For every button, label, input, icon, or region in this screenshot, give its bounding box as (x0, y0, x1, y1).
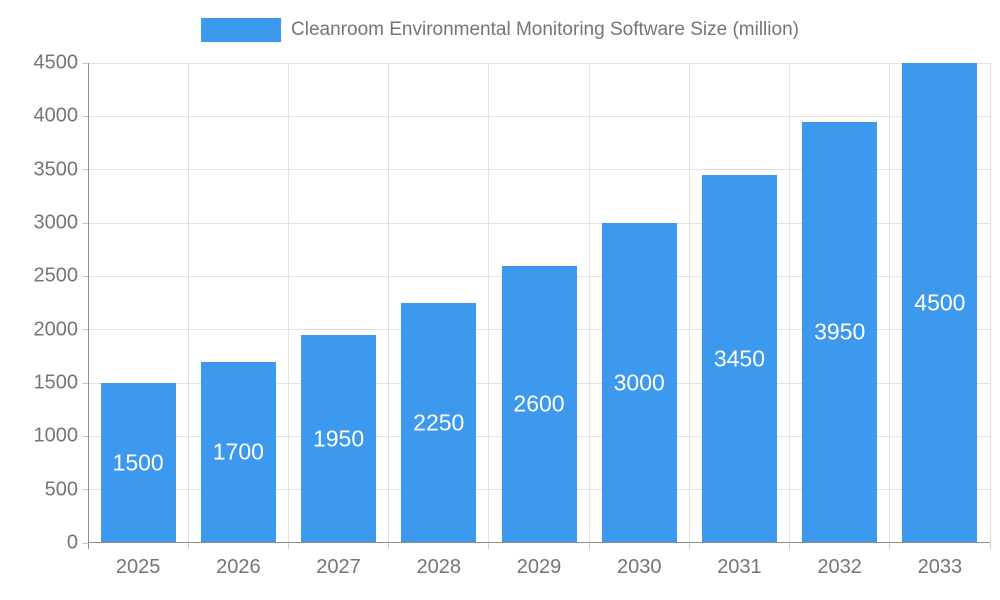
y-axis-label: 3500 (33, 158, 79, 181)
x-axis-label: 2031 (717, 556, 762, 578)
h-gridline (88, 62, 990, 64)
legend-item[interactable]: Cleanroom Environmental Monitoring Softw… (201, 18, 799, 42)
h-gridline (88, 222, 990, 224)
y-axis-label: 1500 (33, 371, 79, 394)
bar-value-label: 3450 (713, 345, 766, 372)
y-axis-label: 4000 (33, 104, 79, 127)
x-axis-tick (688, 543, 690, 549)
y-axis-tick (82, 115, 88, 117)
y-axis-label: 500 (44, 478, 78, 501)
x-axis-tick (889, 543, 891, 549)
v-gridline (688, 63, 690, 543)
v-gridline (789, 63, 791, 543)
y-axis-tick (82, 382, 88, 384)
y-axis-tick (82, 542, 88, 544)
legend-label: Cleanroom Environmental Monitoring Softw… (291, 19, 799, 40)
y-axis-label: 4500 (33, 51, 79, 74)
h-gridline (88, 115, 990, 117)
bar-value-label: 3000 (613, 369, 665, 396)
y-axis-label: 1000 (33, 424, 79, 447)
x-axis-label: 2032 (817, 556, 862, 578)
x-axis-tick (287, 543, 289, 549)
x-axis-label: 2026 (216, 556, 261, 578)
y-axis-tick (82, 275, 88, 277)
bar-2025[interactable]: 1500 (100, 383, 176, 543)
v-gridline (388, 63, 390, 543)
v-gridline (889, 63, 891, 543)
x-axis-tick (989, 543, 991, 549)
bar-value-label: 2600 (513, 390, 565, 417)
y-axis-tick (82, 169, 88, 171)
bar-value-label: 1500 (112, 449, 164, 476)
bar-2029[interactable]: 2600 (501, 265, 577, 543)
bar-2033[interactable]: 4500 (902, 63, 978, 543)
y-axis-tick (82, 62, 88, 64)
v-gridline (187, 63, 189, 543)
bar-value-label: 2250 (413, 409, 465, 436)
y-axis-tick (82, 222, 88, 224)
y-axis-tick (82, 329, 88, 331)
x-axis-label: 2028 (416, 556, 462, 578)
bar-value-label: 1700 (212, 438, 264, 465)
y-axis-label: 3000 (33, 211, 79, 234)
v-gridline (989, 63, 991, 543)
bar-value-label: 3950 (814, 318, 866, 345)
x-axis-line (88, 542, 990, 543)
bar-2028[interactable]: 2250 (401, 303, 477, 543)
x-axis-tick (388, 543, 390, 549)
x-axis-label: 2033 (917, 556, 963, 578)
bar-value-label: 1950 (312, 425, 365, 452)
x-axis-label: 2027 (316, 556, 361, 578)
y-axis-line (88, 63, 89, 549)
x-axis-label: 2025 (115, 556, 161, 578)
plot-area: 1500 1700 1950 2250 2600 3000 3450 3950 4500 (82, 62, 991, 549)
bar-2030[interactable]: 3000 (601, 223, 677, 543)
y-axis-label: 2500 (33, 264, 79, 287)
x-axis-tick (488, 543, 490, 549)
x-axis-label: 2030 (616, 556, 662, 578)
bar-2026[interactable]: 1700 (200, 361, 276, 543)
y-axis-label: 0 (66, 531, 78, 554)
v-gridline (488, 63, 490, 543)
x-axis-tick (789, 543, 791, 549)
y-axis-tick (82, 489, 88, 491)
y-axis-label: 2000 (33, 318, 79, 341)
legend-swatch (201, 18, 282, 42)
bar-2031[interactable]: 3450 (701, 175, 777, 543)
x-axis-tick (187, 543, 189, 549)
x-axis-tick (588, 543, 590, 549)
y-axis-tick (82, 435, 88, 437)
x-axis-label: 2029 (516, 556, 562, 578)
bar-2032[interactable]: 3950 (802, 121, 878, 543)
bar-2027[interactable]: 1950 (301, 335, 377, 543)
v-gridline (588, 63, 590, 543)
h-gridline (88, 169, 990, 171)
v-gridline (287, 63, 289, 543)
bar-value-label: 4500 (914, 289, 966, 316)
